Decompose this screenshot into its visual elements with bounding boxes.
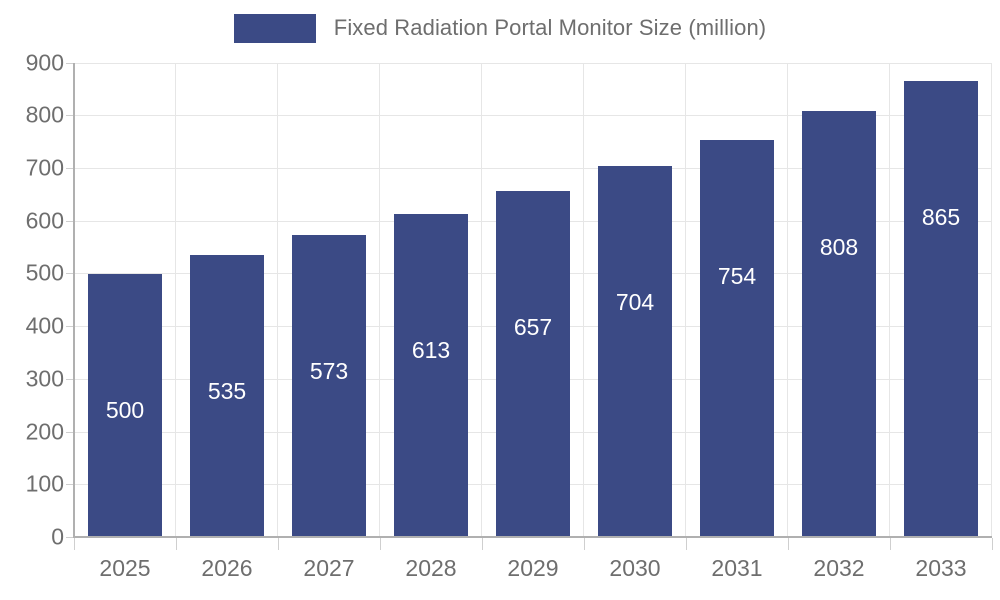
y-tick-mark-200	[66, 432, 74, 433]
bar-value-2029: 657	[513, 313, 553, 340]
bar-2027[interactable]: 573	[292, 235, 366, 537]
gridline-v-7	[787, 63, 788, 537]
gridline-700	[74, 168, 992, 169]
x-tick-label-2026: 2026	[201, 555, 253, 581]
bar-value-2027: 573	[309, 358, 349, 385]
x-tick-mark-5	[584, 538, 585, 550]
y-tick-label-500: 500	[25, 259, 64, 286]
y-tick-mark-600	[66, 221, 74, 222]
x-tick-mark-0	[74, 538, 75, 550]
y-tick-mark-300	[66, 379, 74, 380]
y-tick-mark-700	[66, 168, 74, 169]
gridline-v-2	[277, 63, 278, 537]
bar-value-2030: 704	[615, 289, 655, 316]
gridline-v-6	[685, 63, 686, 537]
y-tick-label-400: 400	[25, 312, 64, 339]
x-tick-label-2031: 2031	[711, 555, 763, 581]
chart-legend: Fixed Radiation Portal Monitor Size (mil…	[0, 0, 1000, 56]
y-axis-line	[73, 63, 75, 538]
bar-2032[interactable]: 808	[802, 111, 876, 537]
gridline-v-9	[991, 63, 992, 537]
x-tick-mark-1	[176, 538, 177, 550]
y-tick-label-700: 700	[25, 154, 64, 181]
x-tick-mark-7	[788, 538, 789, 550]
y-tick-label-100: 100	[25, 470, 64, 497]
bar-2029[interactable]: 657	[496, 190, 570, 537]
y-axis-tick-labels: 0 100 200 300 400 500 600 700 800 900	[0, 0, 64, 600]
y-tick-mark-400	[66, 326, 74, 327]
bar-2028[interactable]: 613	[394, 214, 468, 537]
y-tick-mark-900	[66, 63, 74, 64]
y-tick-mark-100	[66, 484, 74, 485]
x-tick-mark-4	[482, 538, 483, 550]
legend-label: Fixed Radiation Portal Monitor Size (mil…	[333, 15, 767, 40]
gridline-900	[74, 63, 992, 64]
y-tick-label-0: 0	[51, 523, 64, 550]
bar-2031[interactable]: 754	[700, 139, 774, 537]
x-tick-label-2033: 2033	[915, 555, 967, 581]
bar-2025[interactable]: 500	[88, 273, 162, 537]
bar-2026[interactable]: 535	[190, 255, 264, 537]
x-tick-label-2028: 2028	[405, 555, 457, 581]
y-tick-mark-0	[66, 537, 74, 538]
bar-value-2028: 613	[411, 337, 451, 364]
x-tick-label-2032: 2032	[813, 555, 865, 581]
y-tick-label-200: 200	[25, 418, 64, 445]
plot-area: 500 535 573 613 657 704 754 808 865	[74, 63, 992, 537]
x-tick-mark-9	[992, 538, 993, 550]
bar-2030[interactable]: 704	[598, 166, 672, 537]
y-tick-mark-800	[66, 115, 74, 116]
bar-value-2033: 865	[921, 204, 961, 231]
x-tick-label-2027: 2027	[303, 555, 355, 581]
bar-value-2032: 808	[819, 234, 859, 261]
gridline-800	[74, 115, 992, 116]
x-tick-label-2030: 2030	[609, 555, 661, 581]
bar-value-2026: 535	[207, 378, 247, 405]
y-tick-label-900: 900	[25, 49, 64, 76]
legend-color-swatch	[233, 13, 316, 43]
x-tick-mark-6	[686, 538, 687, 550]
y-tick-label-600: 600	[25, 207, 64, 234]
bar-2033[interactable]: 865	[904, 81, 978, 537]
gridline-v-4	[481, 63, 482, 537]
gridline-v-8	[889, 63, 890, 537]
y-tick-mark-500	[66, 273, 74, 274]
x-tick-mark-3	[380, 538, 381, 550]
gridline-v-3	[379, 63, 380, 537]
x-axis-line	[74, 536, 992, 538]
x-tick-mark-8	[890, 538, 891, 550]
bar-value-2031: 754	[717, 262, 757, 289]
gridline-v-5	[583, 63, 584, 537]
legend-entry-fixed-radiation-portal-monitor-size[interactable]: Fixed Radiation Portal Monitor Size (mil…	[233, 13, 767, 43]
gridline-v-1	[175, 63, 176, 537]
x-tick-mark-2	[278, 538, 279, 550]
x-tick-label-2029: 2029	[507, 555, 559, 581]
y-tick-label-300: 300	[25, 365, 64, 392]
y-tick-label-800: 800	[25, 101, 64, 128]
bar-value-2025: 500	[105, 396, 145, 423]
x-tick-label-2025: 2025	[99, 555, 151, 581]
